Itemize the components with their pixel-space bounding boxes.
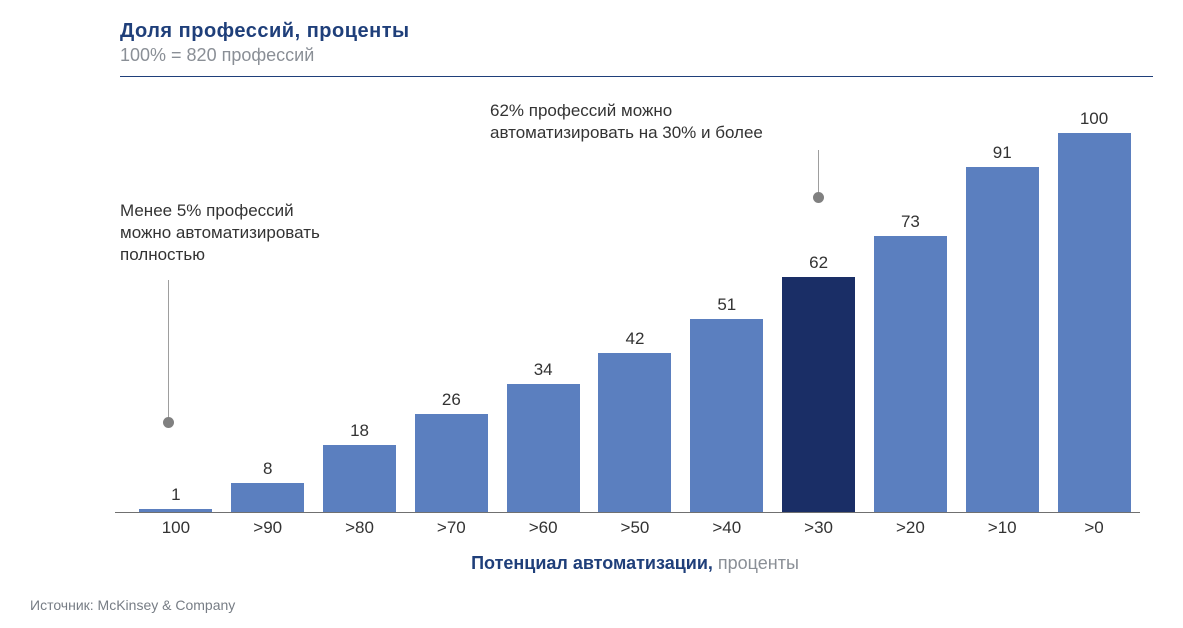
- x-tick-label: >80: [314, 513, 406, 540]
- bar-value-label: 26: [415, 390, 488, 410]
- bar-value-label: 51: [690, 295, 763, 315]
- header-rule: [120, 76, 1153, 77]
- x-tick-label: >70: [405, 513, 497, 540]
- bar-col: 8: [222, 133, 314, 513]
- bar: [507, 384, 580, 513]
- bar-col: 62: [773, 133, 865, 513]
- bar: [874, 236, 947, 513]
- bar-col: 26: [405, 133, 497, 513]
- bars-group: 18 18 26 34 42 51 62 73 91 100: [130, 133, 1140, 513]
- bar-col: 100: [1048, 133, 1140, 513]
- bar-value-label: 91: [966, 143, 1039, 163]
- bar-value-label: 73: [874, 212, 947, 232]
- bar-col: 91: [956, 133, 1048, 513]
- chart-title: Доля профессий, проценты: [120, 20, 1153, 43]
- bar: [323, 445, 396, 513]
- bar: [782, 277, 855, 513]
- bar: [598, 353, 671, 513]
- chart-subtitle: 100% = 820 профессий: [120, 45, 1153, 66]
- x-axis-ticks: 100>90>80>70>60>50>40>30>20>10>0: [130, 513, 1140, 540]
- chart-container: Доля профессий, проценты 100% = 820 проф…: [0, 0, 1183, 628]
- x-tick-label: >60: [497, 513, 589, 540]
- bar: [231, 483, 304, 513]
- x-axis-title-rest: проценты: [713, 553, 799, 573]
- x-tick-label: 100: [130, 513, 222, 540]
- plot-area: 18 18 26 34 42 51 62 73 91 100: [130, 133, 1140, 513]
- bar-chart: 181826344251627391100 100>90>80>70>60>50…: [130, 120, 1140, 540]
- bar-col: 42: [589, 133, 681, 513]
- source-attribution: Источник: McKinsey & Company: [30, 597, 235, 613]
- x-tick-label: >90: [222, 513, 314, 540]
- bar-value-label: 18: [323, 421, 396, 441]
- bar-value-label: 1: [139, 485, 212, 505]
- x-tick-label: >50: [589, 513, 681, 540]
- bar-col: 73: [865, 133, 957, 513]
- bar-value-label: 100: [1058, 109, 1131, 129]
- bar: [690, 319, 763, 513]
- x-tick-label: >30: [773, 513, 865, 540]
- bar-col: 1: [130, 133, 222, 513]
- bar-col: 51: [681, 133, 773, 513]
- bar: [966, 167, 1039, 513]
- x-axis-title: Потенциал автоматизации, проценты: [130, 553, 1140, 574]
- x-tick-label: >20: [865, 513, 957, 540]
- bar-col: 18: [314, 133, 406, 513]
- x-tick-label: >10: [956, 513, 1048, 540]
- bar-value-label: 42: [598, 329, 671, 349]
- bar-col: 34: [497, 133, 589, 513]
- x-tick-label: >0: [1048, 513, 1140, 540]
- bar-value-label: 62: [782, 253, 855, 273]
- x-tick-label: >40: [681, 513, 773, 540]
- bar: [1058, 133, 1131, 513]
- bar-value-label: 34: [507, 360, 580, 380]
- bar: [415, 414, 488, 513]
- x-axis-title-strong: Потенциал автоматизации,: [471, 553, 713, 573]
- bar-value-label: 8: [231, 459, 304, 479]
